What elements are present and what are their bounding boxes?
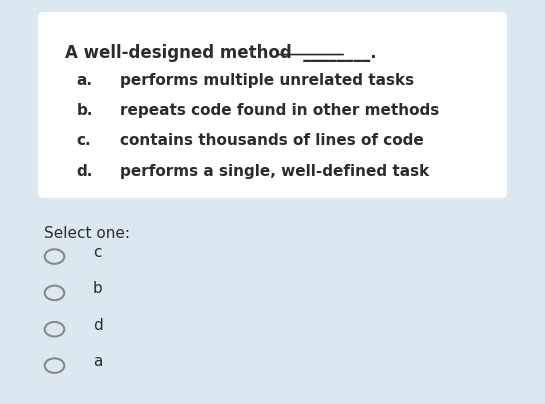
- Text: b.: b.: [76, 103, 93, 118]
- Text: b: b: [93, 281, 102, 297]
- Text: d: d: [93, 318, 102, 333]
- Text: a: a: [93, 354, 102, 369]
- FancyBboxPatch shape: [38, 12, 507, 198]
- Text: repeats code found in other methods: repeats code found in other methods: [120, 103, 439, 118]
- Text: performs multiple unrelated tasks: performs multiple unrelated tasks: [120, 73, 414, 88]
- Text: performs a single, well-defined task: performs a single, well-defined task: [120, 164, 429, 179]
- Text: A well-designed method  ________.: A well-designed method ________.: [65, 44, 377, 63]
- Text: a.: a.: [76, 73, 92, 88]
- Text: c.: c.: [76, 133, 91, 148]
- Text: d.: d.: [76, 164, 93, 179]
- Text: Select one:: Select one:: [44, 226, 130, 241]
- Text: c: c: [93, 245, 101, 260]
- Text: contains thousands of lines of code: contains thousands of lines of code: [120, 133, 423, 148]
